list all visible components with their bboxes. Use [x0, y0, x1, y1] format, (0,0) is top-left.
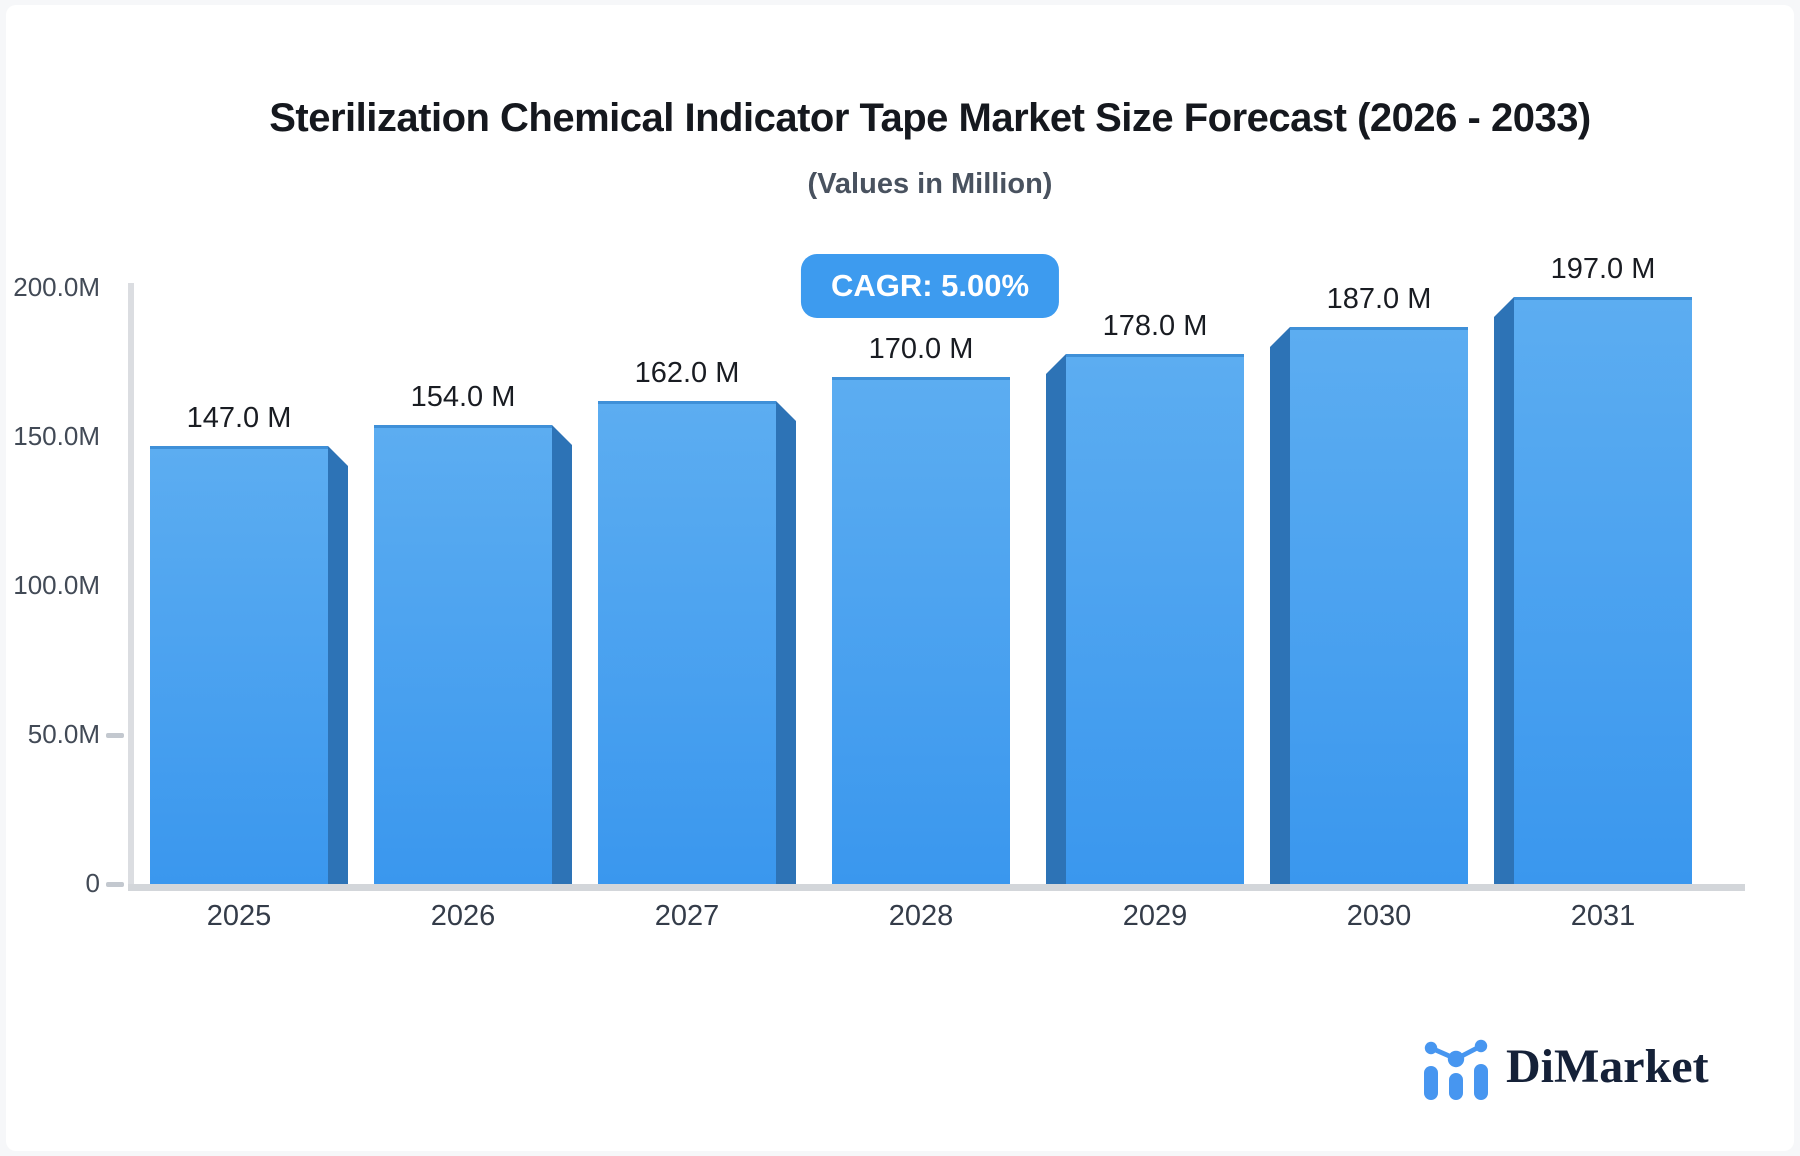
- bar: [598, 401, 776, 884]
- cagr-badge: CAGR: 5.00%: [800, 254, 1060, 318]
- bar-side: [1270, 327, 1290, 884]
- x-axis-label: 2029: [1122, 900, 1188, 932]
- y-axis-label: 0: [85, 868, 100, 898]
- x-axis-label: 2026: [430, 900, 496, 932]
- bar-side: [776, 401, 796, 884]
- bar-value-label: 197.0 M: [1550, 253, 1656, 285]
- x-axis-label: 2025: [206, 900, 272, 932]
- y-axis-label: 50.0M: [27, 719, 100, 749]
- bar-line-chart-icon: [1420, 1034, 1494, 1105]
- bar-value-label: 154.0 M: [410, 381, 516, 413]
- bar: [374, 425, 552, 884]
- bar-value-label: 162.0 M: [634, 357, 740, 389]
- bar-side: [328, 446, 348, 884]
- bar: [150, 446, 328, 884]
- x-axis-baseline: [128, 884, 1745, 891]
- chart-title: Sterilization Chemical Indicator Tape Ma…: [269, 96, 1591, 140]
- y-axis-line: [128, 283, 134, 891]
- bar-value-label: 147.0 M: [186, 402, 292, 434]
- y-axis-label: 150.0M: [13, 421, 100, 451]
- bar: [832, 377, 1010, 884]
- bar: [1066, 354, 1244, 884]
- brand-logo: DiMarket: [1420, 1034, 1709, 1105]
- x-axis-label: 2027: [654, 900, 720, 932]
- brand-logo-text: DiMarket: [1506, 1040, 1709, 1093]
- bar-value-label: 170.0 M: [868, 333, 974, 365]
- bar-side: [1494, 297, 1514, 884]
- x-axis-label: 2028: [888, 900, 954, 932]
- y-axis-tick: [106, 882, 124, 887]
- bar-side: [1046, 354, 1066, 884]
- bar: [1514, 297, 1692, 884]
- x-axis-label: 2030: [1346, 900, 1412, 932]
- bar-side: [552, 425, 572, 884]
- x-axis-label: 2031: [1570, 900, 1636, 932]
- y-axis-tick: [106, 733, 124, 738]
- bar: [1290, 327, 1468, 884]
- y-axis-label: 100.0M: [13, 570, 100, 600]
- bar-value-label: 178.0 M: [1102, 310, 1208, 342]
- chart-subtitle: (Values in Million): [807, 168, 1053, 200]
- y-axis-label: 200.0M: [13, 272, 100, 302]
- bar-value-label: 187.0 M: [1326, 283, 1432, 315]
